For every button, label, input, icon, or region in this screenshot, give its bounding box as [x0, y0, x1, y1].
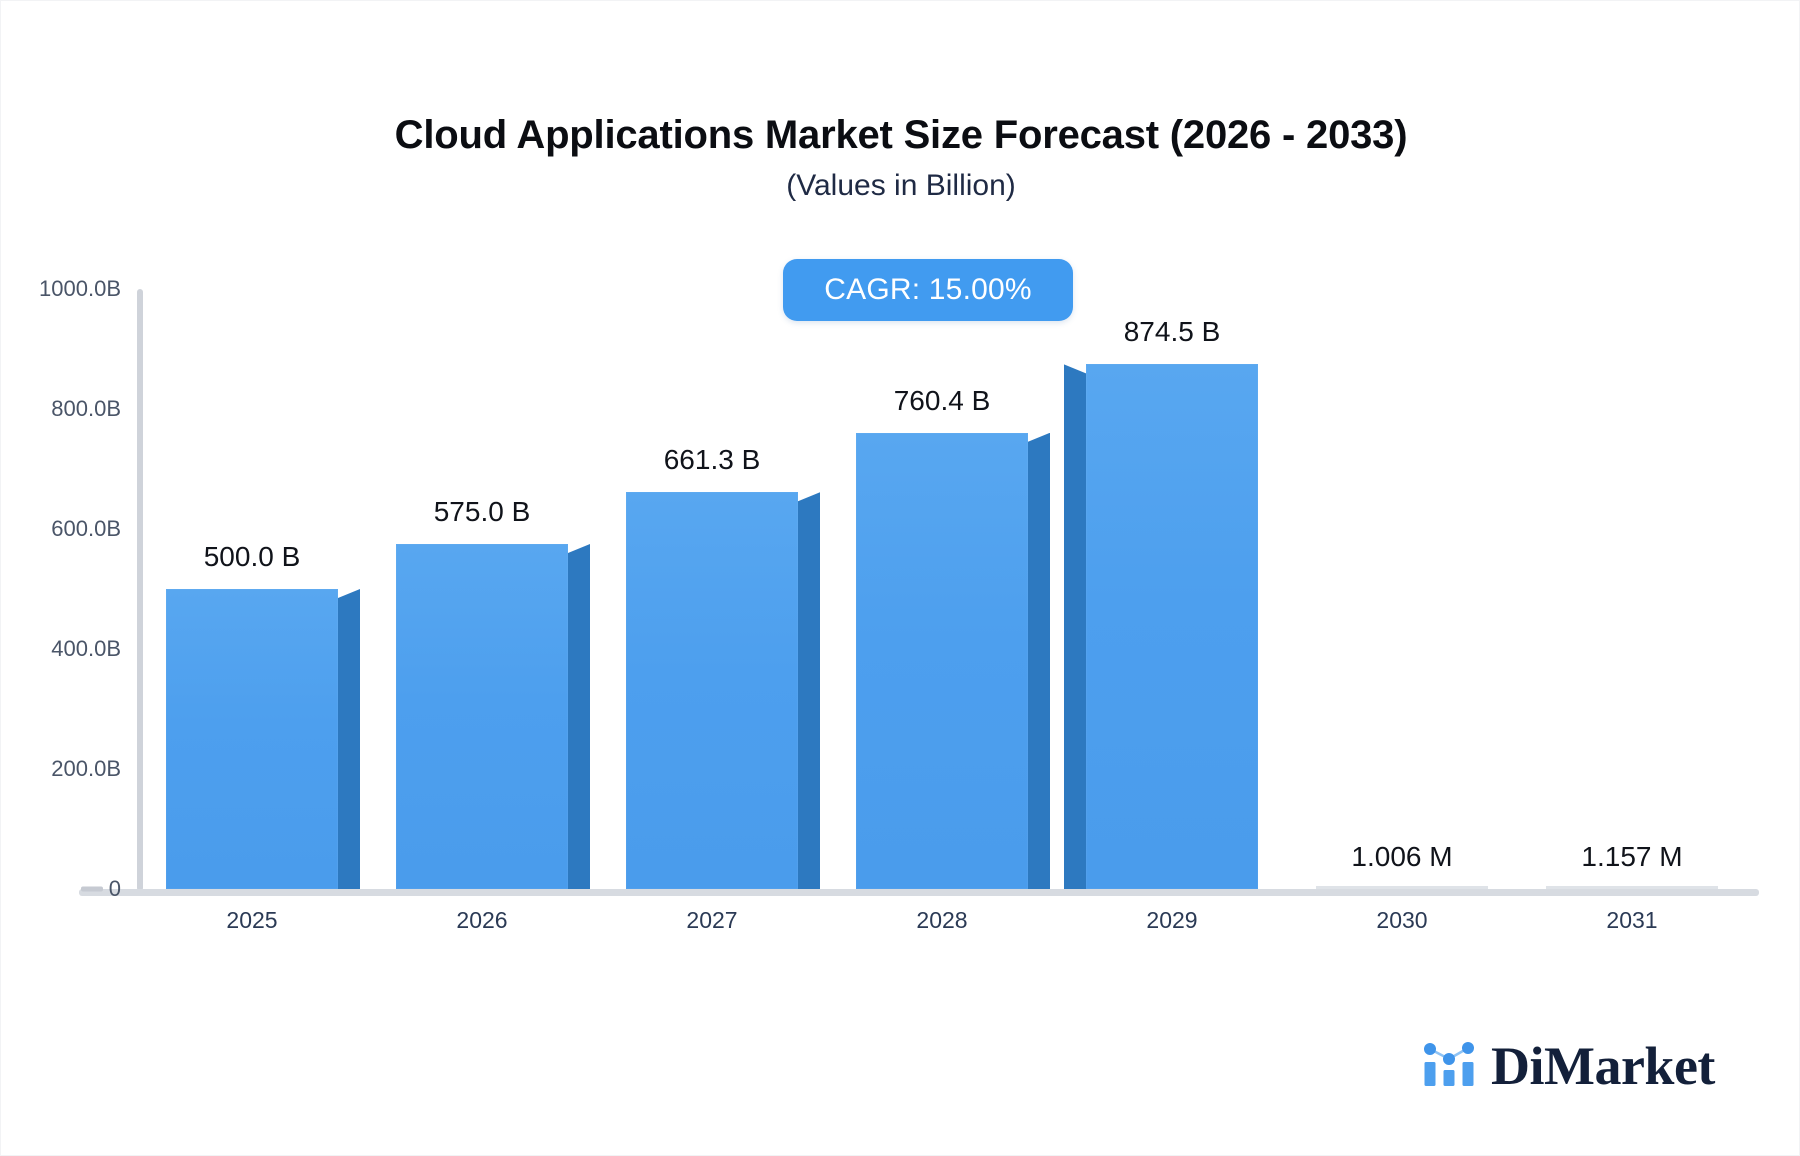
- bar-front-face: [626, 492, 798, 889]
- plot-area: 500.0 B 575.0 B 661.3 B 760.4 B 874.5 B 1.006…: [137, 289, 1747, 889]
- bar-2027[interactable]: 661.3 B: [626, 289, 820, 889]
- bar-value-label: 1.157 M: [1581, 841, 1683, 872]
- bar-front-face: [1316, 886, 1488, 889]
- x-axis-label-2027: 2027: [686, 907, 738, 933]
- bar-front-face: [856, 432, 1028, 889]
- bar-value-label: 1.006 M: [1351, 841, 1453, 872]
- bar-front-face: [396, 544, 568, 889]
- bar-side-face: [338, 589, 360, 889]
- bar-2031[interactable]: 1.157 M: [1546, 289, 1718, 889]
- x-axis-line: [79, 889, 1759, 896]
- bar-value-label: 661.3 B: [663, 444, 761, 476]
- y-axis-tick-label: 600.0B: [51, 516, 121, 541]
- bar-2028[interactable]: 760.4 B: [856, 289, 1050, 889]
- brand-name: DiMarket: [1491, 1036, 1715, 1096]
- bar-side-face: [1028, 432, 1050, 889]
- bar-2025[interactable]: 500.0 B: [166, 289, 360, 889]
- bar-2026[interactable]: 575.0 B: [396, 289, 590, 889]
- brand-logo: DiMarket: [1421, 1039, 1715, 1093]
- page-title: Cloud Applications Market Size Forecast …: [394, 113, 1408, 157]
- x-axis-label-2025: 2025: [226, 907, 278, 933]
- chart-subtitle: (Values in Billion): [786, 169, 1016, 202]
- cagr-badge: CAGR: 15.00%: [783, 259, 1073, 321]
- x-axis-label-2028: 2028: [916, 907, 968, 933]
- x-axis-label-2026: 2026: [456, 907, 508, 933]
- bar-front-face: [166, 589, 338, 889]
- x-axis-label-2029: 2029: [1146, 907, 1198, 933]
- y-axis-tick-label: 200.0B: [51, 756, 121, 781]
- y-axis-tick-label: 0: [108, 876, 121, 901]
- bar-front-face: [1546, 886, 1718, 889]
- cagr-badge-label: CAGR: 15.00%: [824, 273, 1032, 306]
- bar-side-face: [1064, 364, 1086, 889]
- bar-value-label: 760.4 B: [893, 384, 991, 416]
- bar-2029[interactable]: 874.5 B: [1064, 289, 1258, 889]
- bar-2030[interactable]: 1.006 M: [1316, 289, 1488, 889]
- bar-side-face: [798, 492, 820, 889]
- y-axis-tick-label: 800.0B: [51, 396, 121, 421]
- bar-chart-icon: [1421, 1040, 1477, 1093]
- y-axis-tick-label: 1000.0B: [39, 276, 121, 301]
- bar-value-label: 500.0 B: [203, 541, 301, 572]
- bar-front-face: [1086, 364, 1258, 889]
- bar-value-label: 575.0 B: [433, 496, 531, 527]
- bar-value-label: 874.5 B: [1123, 316, 1221, 348]
- y-axis-tick-label: 400.0B: [51, 636, 121, 661]
- bar-side-face: [568, 544, 590, 889]
- y-axis-line: [137, 289, 143, 891]
- x-axis-label-2031: 2031: [1606, 907, 1658, 933]
- y-axis-tick-mark: [81, 886, 103, 892]
- x-axis-label-2030: 2030: [1376, 907, 1428, 933]
